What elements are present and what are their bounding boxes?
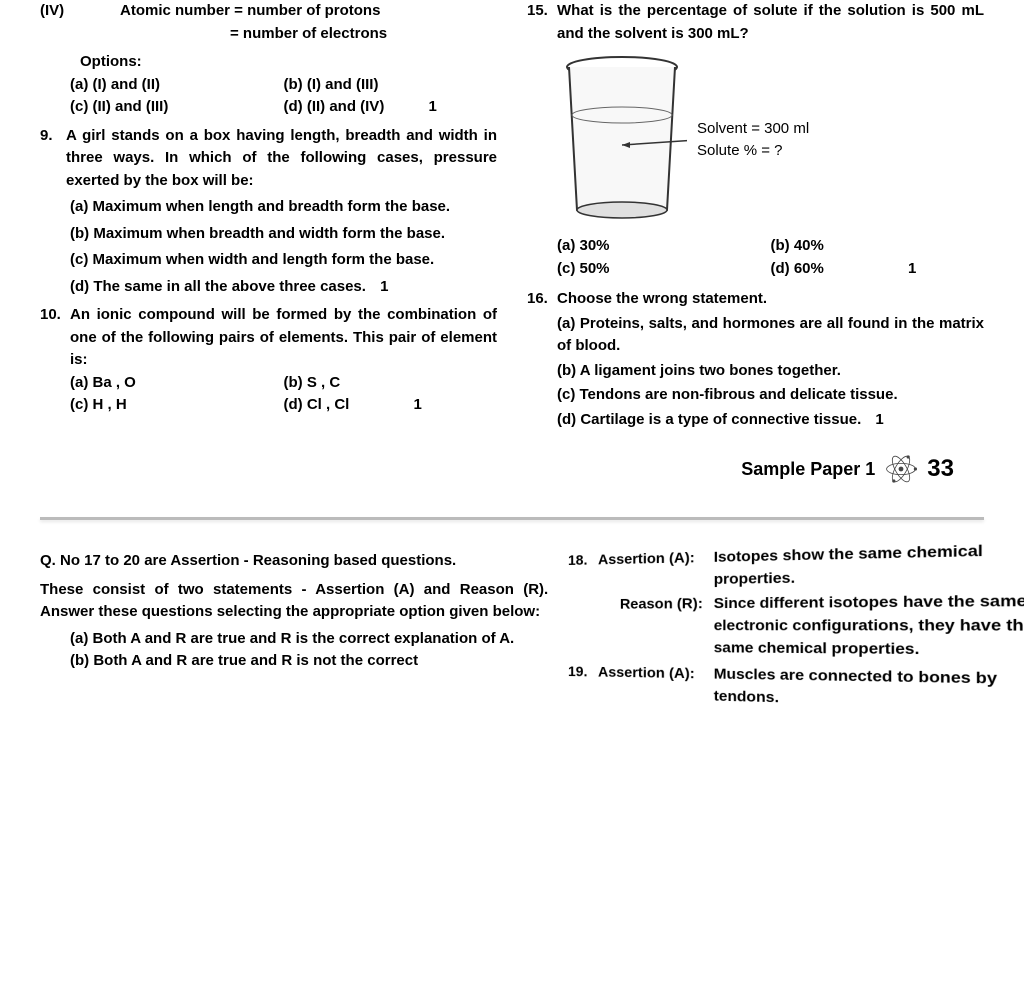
assertion-opt-b: (b) Both A and R are true and R is not t… bbox=[70, 650, 548, 673]
q15-opt-d: (d) 60% bbox=[771, 260, 824, 277]
sample-paper-label: Sample Paper 1 bbox=[741, 456, 875, 483]
q10-mark: 1 bbox=[414, 396, 422, 413]
assertion-body: These consist of two statements - Assert… bbox=[40, 579, 548, 624]
q8-opt-d: (d) (II) and (IV) bbox=[284, 98, 385, 115]
q8-opt-a: (a) (I) and (II) bbox=[70, 74, 284, 97]
q9-stem: A girl stands on a box having length, br… bbox=[66, 125, 497, 193]
q10-opt-c: (c) H , H bbox=[70, 394, 284, 417]
q8-mark: 1 bbox=[428, 98, 436, 115]
statement-iv: (IV) Atomic number = number of protons =… bbox=[40, 0, 497, 45]
page-footer: Sample Paper 1 33 bbox=[527, 451, 954, 487]
q9-opt-b: (b) Maximum when breadth and width form … bbox=[70, 223, 497, 246]
q15-stem: What is the percentage of solute if the … bbox=[557, 0, 984, 45]
q19: 19. Assertion (A): Muscles are connected… bbox=[568, 661, 1024, 716]
q18-a-label: Assertion (A): bbox=[598, 546, 714, 592]
q9-mark: 1 bbox=[380, 278, 388, 295]
q9-opt-c: (c) Maximum when width and length form t… bbox=[70, 249, 497, 272]
options-header: Options: bbox=[80, 51, 497, 74]
page-divider bbox=[40, 517, 984, 520]
q19-a-text: Muscles are connected to bones by tendon… bbox=[714, 663, 1024, 716]
q10-num: 10. bbox=[40, 306, 61, 323]
q15-num: 15. bbox=[527, 2, 548, 19]
q18-num: 18. bbox=[568, 551, 587, 568]
assertion-opt-a: (a) Both A and R are true and R is the c… bbox=[70, 628, 548, 651]
assertion-heading: Q. No 17 to 20 are Assertion - Reasoning… bbox=[40, 550, 548, 573]
q18-r-text: Since different isotopes have the same e… bbox=[714, 589, 1024, 663]
solute-label: Solute % = ? bbox=[697, 140, 809, 163]
assertion-intro: Q. No 17 to 20 are Assertion - Reasoning… bbox=[40, 550, 548, 703]
q15-mark: 1 bbox=[908, 260, 916, 277]
q9-opt-a: (a) Maximum when length and breadth form… bbox=[70, 196, 497, 219]
q18-r-label: Reason (R): bbox=[598, 592, 714, 658]
iv-line1: Atomic number = number of protons bbox=[120, 0, 497, 23]
q15-opt-a: (a) 30% bbox=[557, 235, 771, 258]
q18: 18. Assertion (A): Isotopes show the sam… bbox=[568, 537, 1024, 662]
q15: 15. What is the percentage of solute if … bbox=[527, 0, 984, 280]
q10: 10. An ionic compound will be formed by … bbox=[40, 304, 497, 417]
q8-opt-b: (b) (I) and (III) bbox=[284, 74, 498, 97]
iv-label: (IV) bbox=[40, 2, 64, 19]
q10-stem: An ionic compound will be formed by the … bbox=[70, 304, 497, 372]
q10-opt-a: (a) Ba , O bbox=[70, 372, 284, 395]
q9: 9. A girl stands on a box having length,… bbox=[40, 125, 497, 299]
q16-opt-a: (a) Proteins, salts, and hormones are al… bbox=[557, 313, 984, 358]
atom-icon bbox=[885, 453, 917, 485]
beaker-icon bbox=[557, 55, 687, 225]
page-number: 33 bbox=[927, 451, 954, 487]
q16-opt-c: (c) Tendons are non-fibrous and delicate… bbox=[557, 384, 984, 407]
q8-options: (a) (I) and (II) (b) (I) and (III) (c) (… bbox=[70, 74, 497, 119]
q15-opt-c: (c) 50% bbox=[557, 258, 771, 281]
assertion-questions: 18. Assertion (A): Isotopes show the sam… bbox=[568, 537, 1024, 716]
q19-a-label: Assertion (A): bbox=[598, 661, 714, 707]
q16: 16. Choose the wrong statement. (a) Prot… bbox=[527, 288, 984, 431]
solvent-label: Solvent = 300 ml bbox=[697, 118, 809, 141]
q16-opt-d: (d) Cartilage is a type of connective ti… bbox=[557, 411, 861, 428]
q9-opt-d: (d) The same in all the above three case… bbox=[70, 278, 366, 295]
q16-stem: Choose the wrong statement. bbox=[557, 288, 984, 311]
iv-line2: = number of electrons bbox=[230, 23, 497, 46]
q18-a-text: Isotopes show the same chemical properti… bbox=[714, 537, 1024, 590]
q19-num: 19. bbox=[568, 663, 587, 679]
beaker-diagram: Solvent = 300 ml Solute % = ? bbox=[557, 55, 984, 225]
q15-opt-b: (b) 40% bbox=[771, 235, 985, 258]
q16-mark: 1 bbox=[875, 411, 883, 428]
q16-num: 16. bbox=[527, 290, 548, 307]
q9-num: 9. bbox=[40, 127, 53, 144]
q10-opt-b: (b) S , C bbox=[284, 372, 498, 395]
q10-opt-d: (d) Cl , Cl bbox=[284, 396, 350, 413]
q16-opt-b: (b) A ligament joins two bones together. bbox=[557, 360, 984, 383]
q8-opt-c: (c) (II) and (III) bbox=[70, 96, 284, 119]
